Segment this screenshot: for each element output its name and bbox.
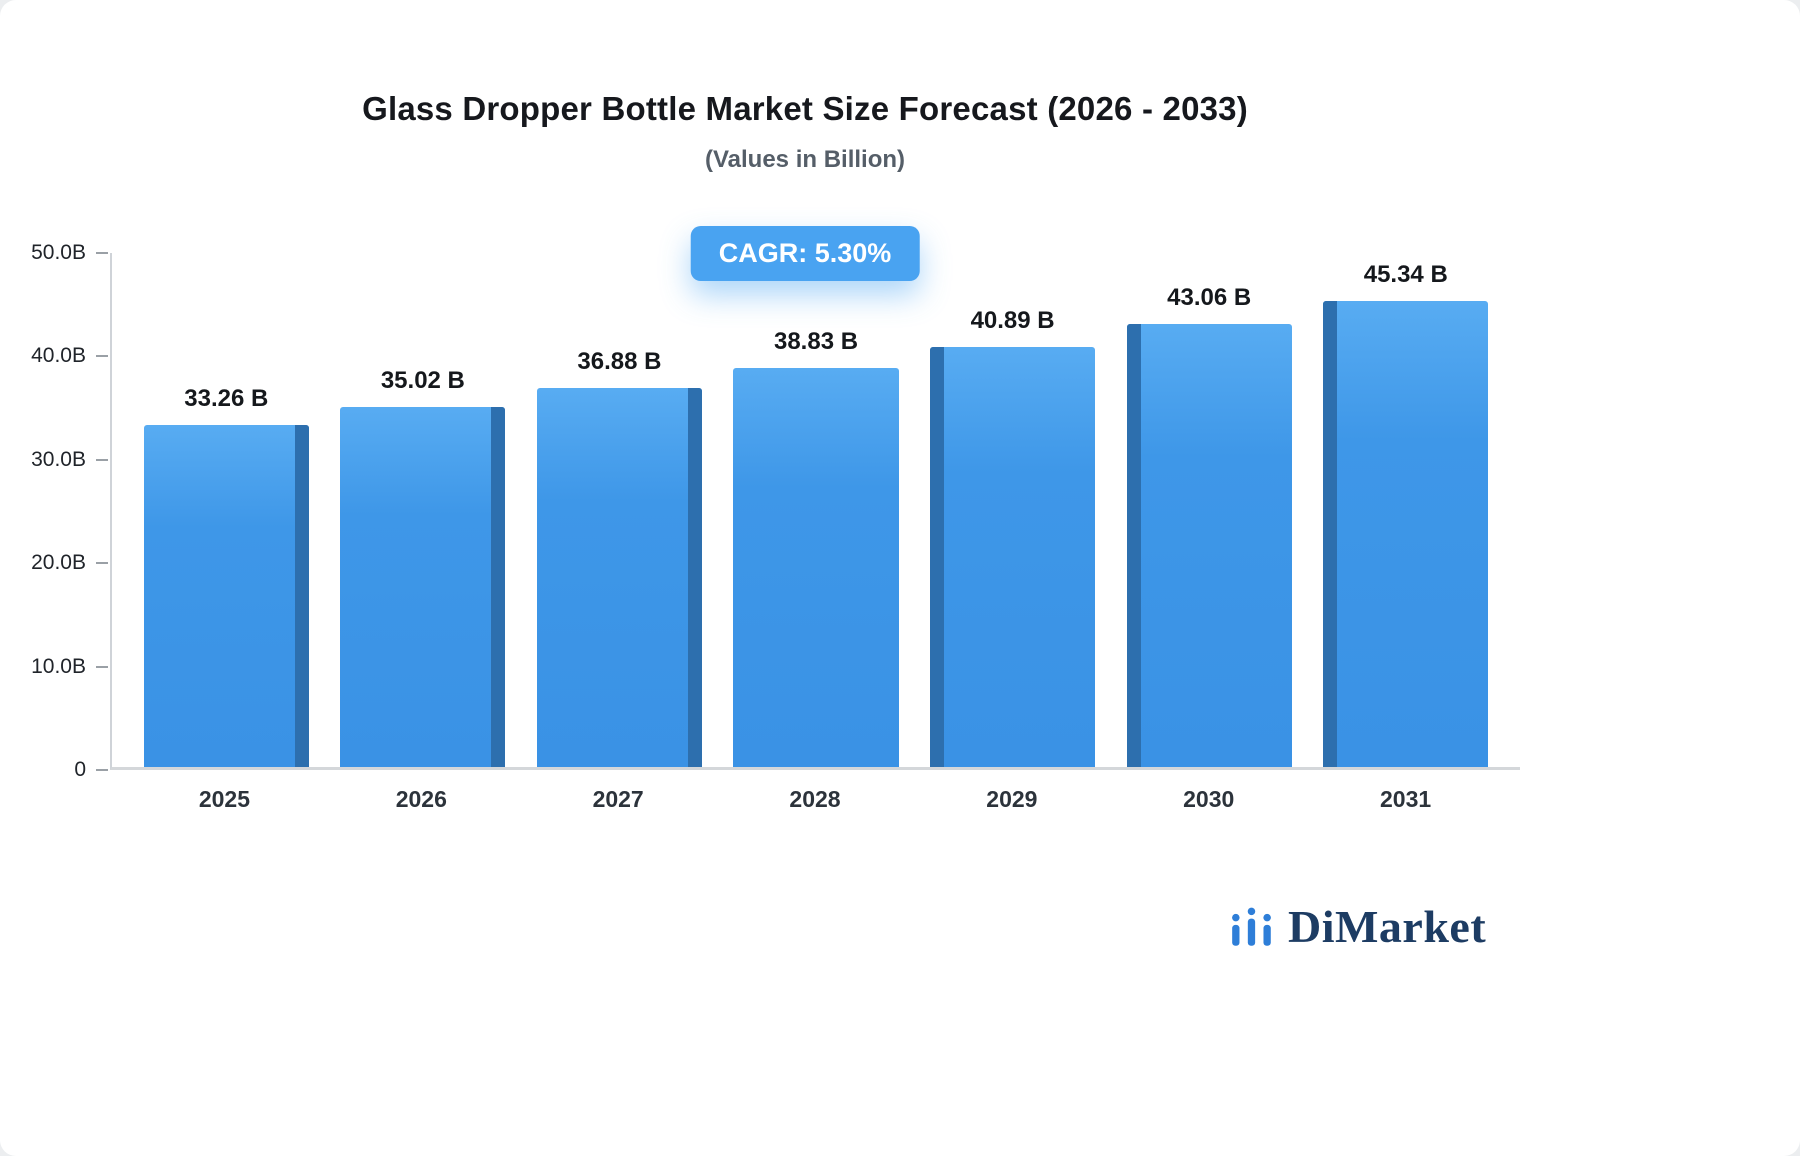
y-tick-label: 0 [74, 758, 86, 781]
x-axis-label: 2031 [1380, 786, 1432, 812]
y-tick-label: 40.0B [31, 344, 86, 368]
bar-2030 [1126, 324, 1292, 767]
y-tick-mark [96, 458, 108, 461]
bar-chart-dots-icon [1232, 907, 1271, 946]
y-tick-mark [96, 665, 108, 668]
bar-2028 [733, 367, 899, 767]
y-tick-label: 50.0B [31, 241, 86, 264]
y-tick-label: 30.0B [31, 447, 86, 471]
x-axis-gutter [20, 770, 110, 813]
x-axis-label: 2030 [1183, 786, 1235, 812]
bar-value-label: 38.83 B [773, 327, 859, 355]
x-axis-label: 2027 [592, 786, 644, 812]
y-tick-mark [96, 252, 108, 254]
bar-3d-edge [1126, 324, 1141, 767]
x-axis-label: 2029 [986, 786, 1038, 812]
bar-group: 35.02 B [325, 253, 522, 767]
bar-2026 [340, 407, 506, 767]
x-axis-labels: 2025 2026 2027 2028 2029 2030 2031 [110, 770, 1520, 813]
x-axis-label: 2025 [198, 786, 251, 812]
bar-group: 40.89 B [914, 253, 1111, 767]
chart-subtitle: (Values in Billion) [704, 146, 906, 173]
bar-value-label: 36.88 B [577, 347, 662, 375]
bar-3d-edge [491, 407, 506, 767]
bar-value-label: 43.06 B [1167, 284, 1252, 312]
bar-value-label: 40.89 B [970, 306, 1055, 334]
x-axis-label: 2026 [395, 786, 447, 812]
chart-title: Glass Dropper Bottle Market Size Forecas… [362, 90, 1248, 127]
bar-chart: 50.0B 40.0B 30.0B 20.0B 10.0B 0 33.26 B 35.02 … [20, 241, 1520, 813]
bar-group: 43.06 B [1111, 253, 1308, 767]
bar-group: 36.88 B [521, 253, 718, 767]
bar-3d-edge [294, 425, 309, 767]
cagr-badge: CAGR: 5.30% [690, 226, 920, 281]
bar-2029 [930, 346, 1096, 767]
x-axis-label: 2028 [789, 786, 841, 812]
bar-2027 [536, 387, 702, 767]
bar-group: 33.26 B [128, 253, 325, 767]
plot-area: 33.26 B 35.02 B 36.88 B 38.83 B 40.89 B 43.06… [110, 253, 1520, 770]
y-tick-label: 20.0B [31, 551, 86, 575]
dimarket-logo-text: DiMarket [1288, 901, 1487, 952]
bar-group: 38.83 B [718, 253, 915, 767]
bar-value-label: 35.02 B [380, 367, 465, 394]
y-tick-mark [96, 562, 108, 565]
bar-2031 [1323, 300, 1489, 767]
y-axis: 50.0B 40.0B 30.0B 20.0B 10.0B 0 [20, 241, 110, 781]
bar-3d-edge [1323, 300, 1338, 767]
bar-3d-edge [688, 387, 702, 767]
y-tick-label: 10.0B [31, 654, 86, 678]
bar-value-label: 45.34 B [1363, 260, 1448, 288]
chart-header: Glass Dropper Bottle Market Size Forecas… [0, 90, 1610, 174]
bar-3d-edge [930, 346, 945, 767]
y-tick-mark [96, 769, 108, 771]
dimarket-logo: DiMarket [1228, 900, 1486, 953]
bar-group: 45.34 B [1307, 253, 1504, 767]
bar-2025 [143, 425, 309, 767]
y-tick-mark [96, 355, 108, 358]
bar-value-label: 33.26 B [184, 385, 269, 413]
